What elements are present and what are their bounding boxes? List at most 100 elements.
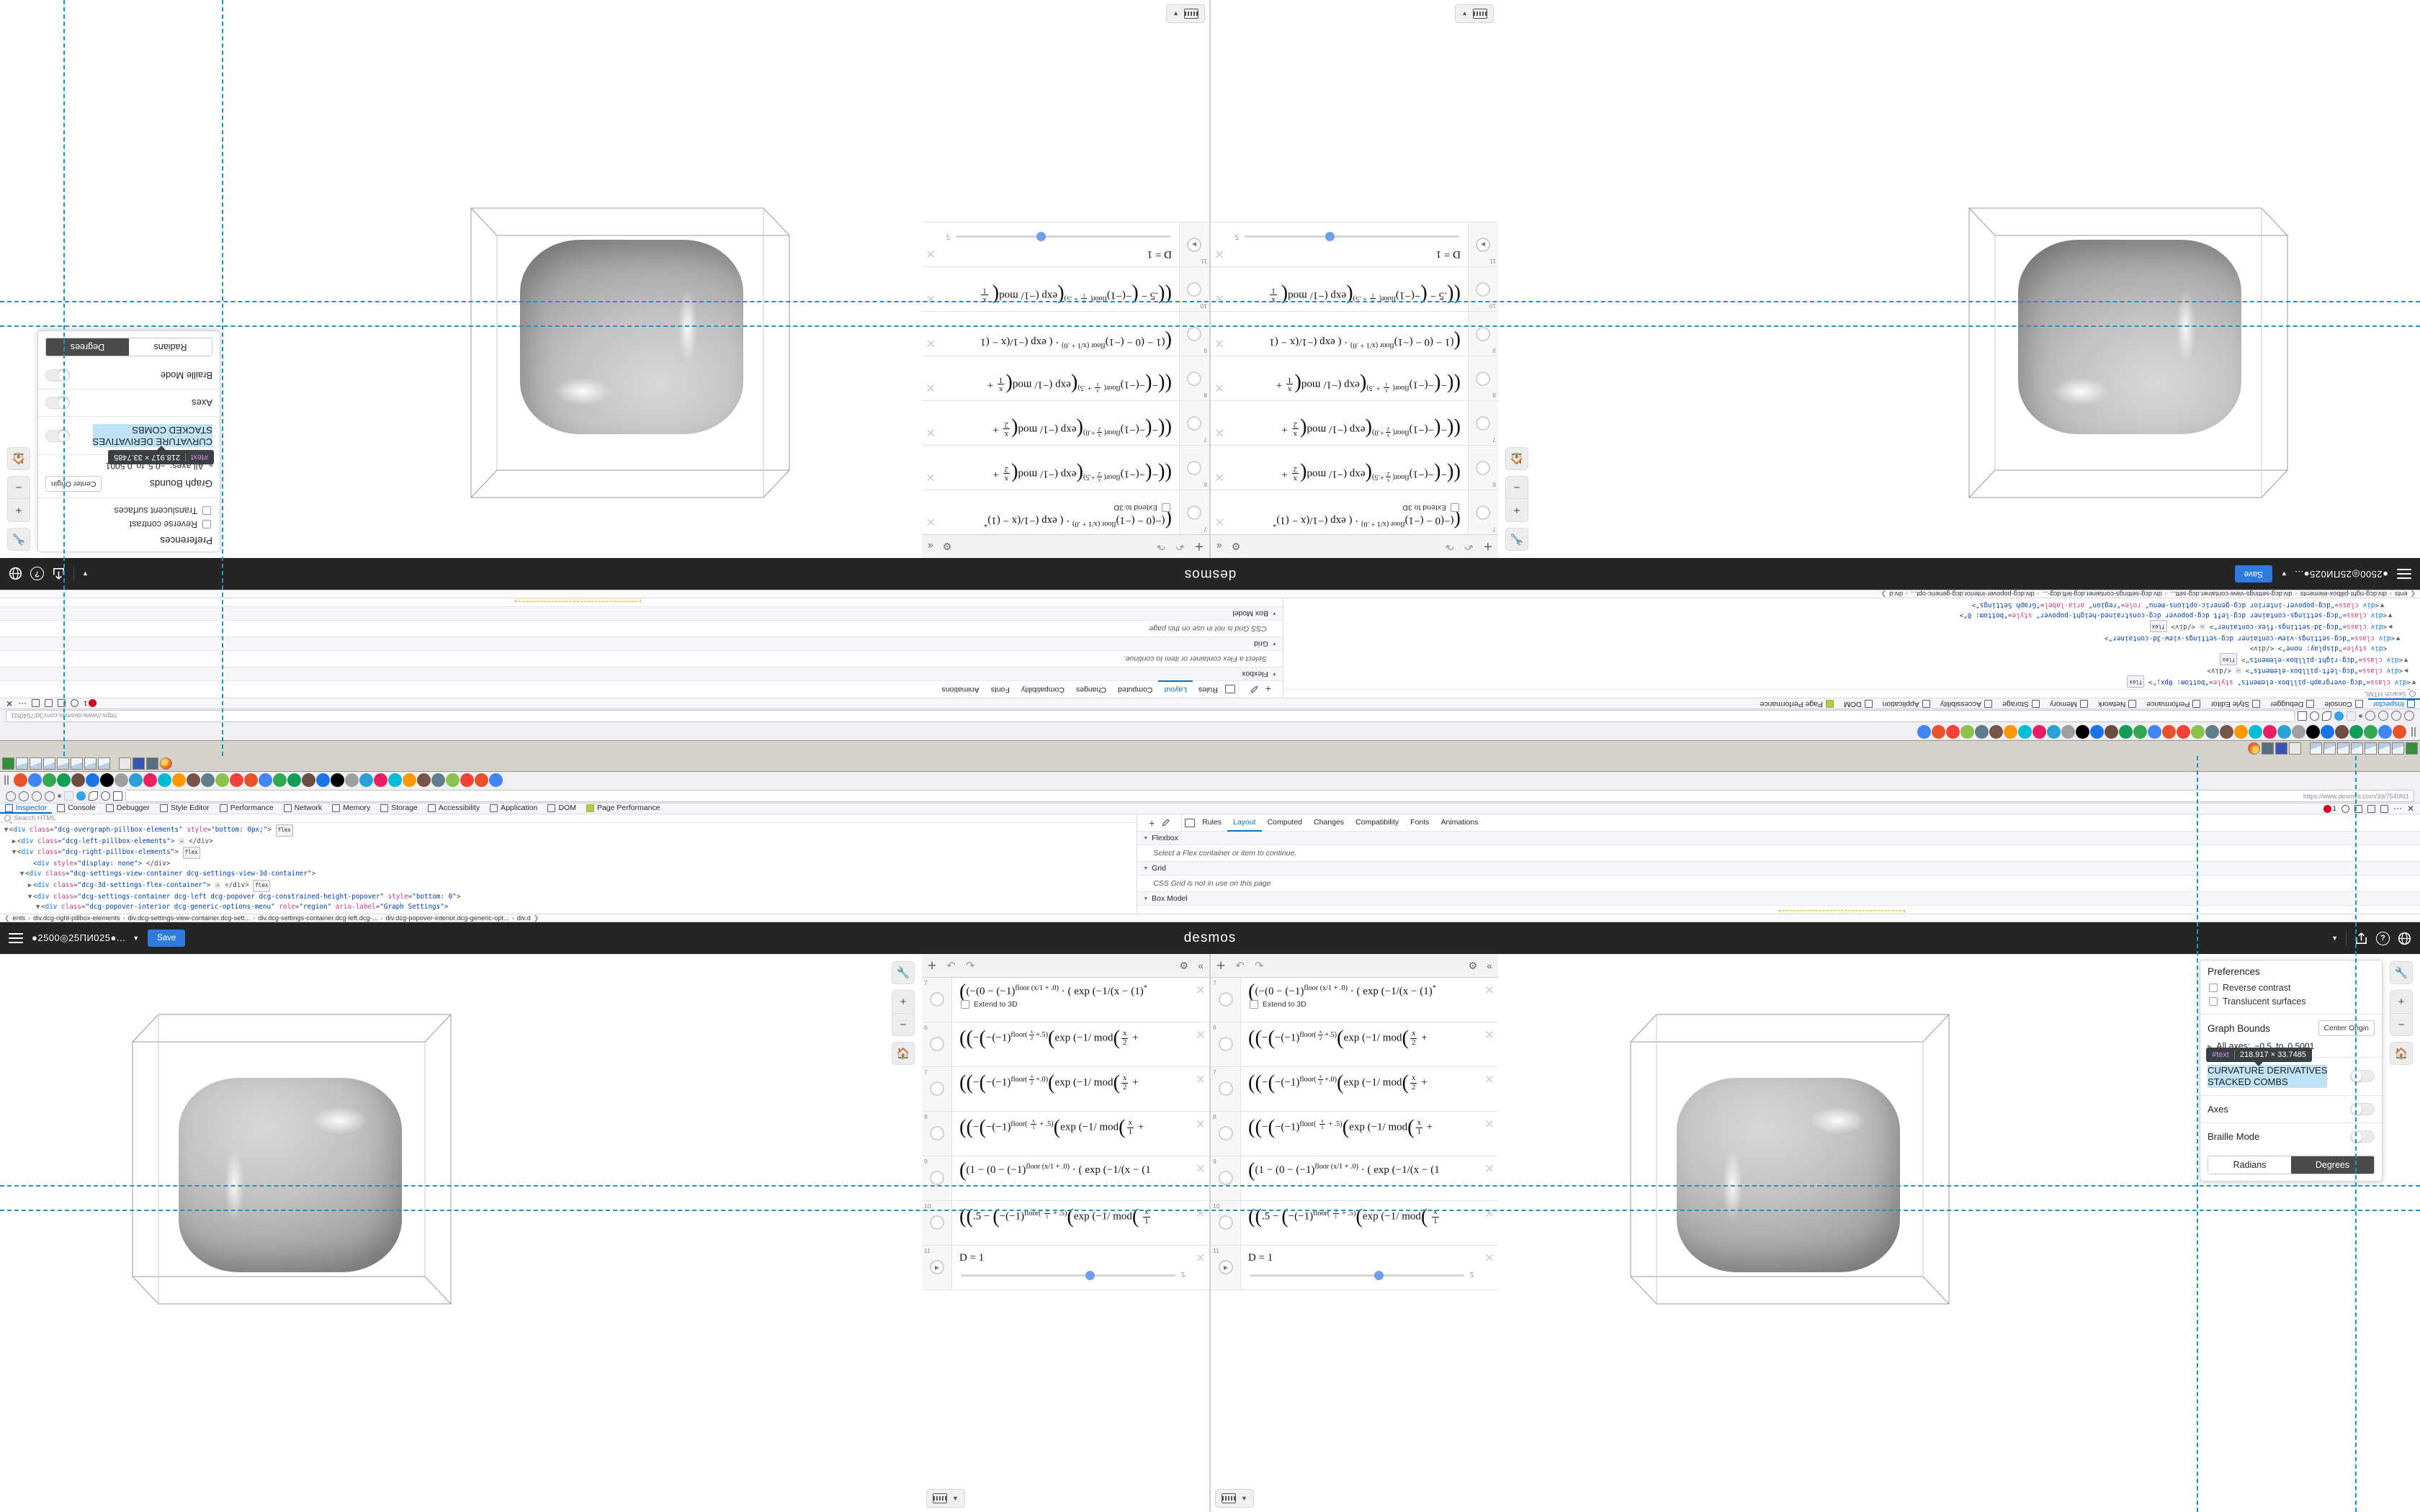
- viewport-toolbar[interactable]: 🔧 + − 🏠: [2390, 961, 2413, 1065]
- undo-button[interactable]: ↶: [1175, 540, 1185, 552]
- toggle-curvature-derivatives-stacked-combs[interactable]: CURVATURE DERIVATIVES STACKED COMBS: [2200, 1058, 2382, 1096]
- delete-expression-icon[interactable]: ✕: [1214, 426, 1225, 439]
- wrench-icon[interactable]: 🔧: [7, 528, 30, 551]
- dom-node[interactable]: ▼<div class="dcg-overgraph-pillbox-eleme…: [3, 824, 1137, 837]
- dom-search-bar[interactable]: Search HTML: [1283, 689, 2420, 698]
- devtools-tab-dom[interactable]: DOM: [542, 804, 581, 814]
- center-origin-button[interactable]: Center Origin: [2318, 1020, 2375, 1036]
- dom-node[interactable]: ▼<div class="dcg-right-pillbox-elements"…: [1283, 653, 2417, 665]
- browser-tab-favicon[interactable]: [42, 773, 56, 787]
- gear-icon[interactable]: ⚙: [1231, 541, 1241, 553]
- browser-tab-favicon[interactable]: [403, 773, 416, 787]
- expression-math[interactable]: ((−(0 − (−1)floor (x/1 + .0) · ( exp (−1…: [922, 490, 1179, 534]
- expression-row[interactable]: 7 ((−(−(−1)floor(x 2 +.0)(exp (−1/ mod(x 2 +…: [1211, 400, 1498, 445]
- dom-collapsed-children[interactable]: ⋯: [2199, 624, 2206, 631]
- parameter-slider[interactable]: 5: [941, 230, 1172, 248]
- dom-node[interactable]: ▼<div class="dcg-settings-view-container…: [3, 869, 1137, 880]
- dom-twisty-icon[interactable]: ▶: [42, 913, 49, 914]
- devtools-tab-page-performance[interactable]: Page Performance: [581, 804, 666, 814]
- expression-color-bullet[interactable]: [1476, 461, 1490, 475]
- extend-to-3d-checkbox[interactable]: Extend to 3D: [1248, 998, 1479, 1010]
- browser-tab-favicon[interactable]: [259, 773, 272, 787]
- inspect-timer-icon[interactable]: [71, 699, 79, 708]
- browser-tab-favicon[interactable]: [71, 773, 85, 787]
- browser-tab-favicon[interactable]: [1917, 725, 1931, 739]
- toggle-switch[interactable]: [2350, 1102, 2375, 1115]
- delete-expression-icon[interactable]: ✕: [1214, 515, 1225, 528]
- browser-tab-favicon[interactable]: [2263, 725, 2277, 739]
- browser-tab-favicon[interactable]: [2378, 725, 2392, 739]
- graph-viewport-right[interactable]: Preferences Reverse contrast Translucent…: [0, 0, 922, 558]
- close-icon[interactable]: ✕: [2406, 804, 2414, 814]
- viewport-toolbar[interactable]: 🔧 + − 🏠: [1505, 447, 1528, 551]
- play-button[interactable]: [1476, 238, 1490, 252]
- dom-twisty-icon[interactable]: ▼: [2380, 600, 2385, 609]
- dom-search-bar[interactable]: Search HTML: [0, 814, 1137, 823]
- expression-color-bullet[interactable]: [1187, 461, 1201, 475]
- play-button[interactable]: [930, 1260, 944, 1274]
- browser-tab-favicon[interactable]: [2004, 725, 2017, 739]
- zoom-out-icon[interactable]: −: [2390, 1013, 2413, 1036]
- checkbox-icon[interactable]: [202, 520, 211, 529]
- devtools-tab-bar[interactable]: Inspector Console Debugger Style Editor Perf…: [0, 698, 2420, 708]
- expression-color-bullet[interactable]: [930, 1037, 944, 1051]
- zoom-in-icon[interactable]: +: [2390, 990, 2413, 1013]
- expression-math[interactable]: ((−(0 − (−1)floor (x/1 + .0) · ( exp (−1…: [952, 978, 1209, 1022]
- document-icon[interactable]: [2337, 742, 2349, 755]
- delete-expression-icon[interactable]: ✕: [1484, 1251, 1494, 1265]
- globe-icon[interactable]: [2398, 932, 2411, 945]
- undo-button[interactable]: ↶: [1464, 540, 1474, 552]
- graph-viewport-right[interactable]: Preferences Reverse contrast Translucent…: [1498, 954, 2420, 1512]
- keyboard-popover[interactable]: ▼: [1215, 1489, 1254, 1508]
- dom-twisty-icon[interactable]: ▼: [27, 892, 32, 901]
- forward-icon[interactable]: [2391, 711, 2401, 721]
- expression-row[interactable]: 9 ((1 − (0 − (−1)floor (x/1 + .0) · ( exp…: [922, 311, 1209, 356]
- document-icon[interactable]: [98, 757, 110, 770]
- browser-tab-favicon[interactable]: [57, 773, 71, 787]
- browser-tab-favicon[interactable]: [2321, 725, 2334, 739]
- graph-viewport-left[interactable]: 🔧 + − 🏠: [0, 954, 922, 1512]
- dom-node[interactable]: ▼<div class="dcg-settings-container dcg-…: [3, 892, 1137, 903]
- expression-row[interactable]: 7 ((−(−(−1)floor(x 2 +.0)(exp (−1/ mod(x 2 +…: [922, 400, 1209, 445]
- devtools-tab-memory[interactable]: Memory: [327, 804, 375, 814]
- toggle-braille-mode[interactable]: Braille Mode: [38, 362, 220, 389]
- chevron-down-icon[interactable]: ▼: [82, 570, 89, 577]
- home-icon[interactable]: 🏠: [2390, 1042, 2413, 1065]
- browser-tab-favicon[interactable]: [2292, 725, 2305, 739]
- dom-flex-badge[interactable]: flex: [253, 879, 271, 892]
- bookmark-icon[interactable]: [2347, 711, 2356, 721]
- expression-row[interactable]: 9 ((1 − (0 − (−1)floor (x/1 + .0) · ( exp…: [1211, 1156, 1498, 1201]
- undo-button[interactable]: ↶: [946, 960, 956, 972]
- dom-flex-badge[interactable]: flex: [182, 847, 200, 859]
- more-options-icon[interactable]: ⋯: [2393, 804, 2402, 814]
- toggle-switch[interactable]: [2350, 1070, 2375, 1083]
- checkbox-icon[interactable]: [1162, 503, 1170, 512]
- browser-tab-favicon[interactable]: [100, 773, 114, 787]
- degrees-option[interactable]: Degrees: [2291, 1156, 2374, 1174]
- browser-tab-favicon[interactable]: [129, 773, 143, 787]
- degrees-option[interactable]: Degrees: [46, 338, 129, 356]
- devtools-tab-accessibility[interactable]: Accessibility: [1935, 698, 1997, 708]
- chevron-down-icon[interactable]: ▼: [2331, 935, 2338, 942]
- box-model-section-header[interactable]: ▼ Box Model: [0, 606, 1283, 620]
- layout-tab-fonts[interactable]: Fonts: [1410, 817, 1430, 827]
- close-icon[interactable]: ✕: [6, 698, 14, 708]
- graph-viewport-left[interactable]: 🔧 + − 🏠: [1498, 0, 2420, 558]
- expression-row[interactable]: 7 ((−(0 − (−1)floor (x/1 + .0) · ( exp (−…: [922, 490, 1209, 534]
- collapse-icon[interactable]: «: [1198, 960, 1204, 971]
- add-expression-button[interactable]: +: [1194, 538, 1204, 555]
- expression-color-bullet[interactable]: [1219, 1037, 1233, 1051]
- save-button[interactable]: Save: [2234, 565, 2272, 582]
- devtools-tab-performance[interactable]: Performance: [215, 804, 279, 814]
- browser-tab-favicon[interactable]: [2306, 725, 2320, 739]
- slider-knob[interactable]: [1085, 1271, 1095, 1280]
- breadcrumb-scroll-right-icon[interactable]: ❯: [1881, 590, 1887, 598]
- delete-expression-icon[interactable]: ✕: [1214, 292, 1225, 305]
- translucent-surfaces-checkbox[interactable]: Translucent surfaces: [45, 504, 212, 518]
